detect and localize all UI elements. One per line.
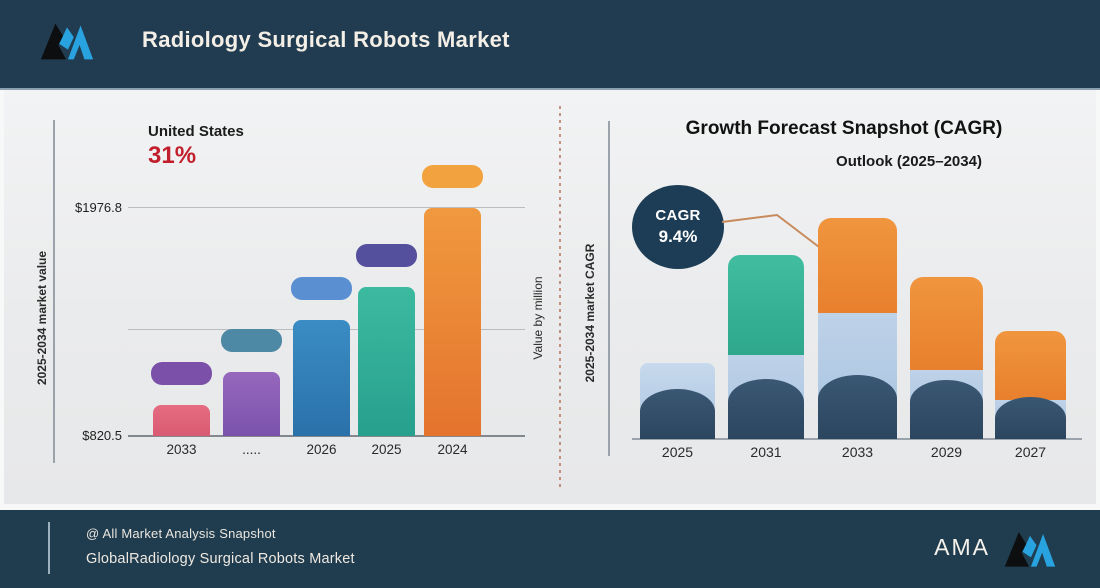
cagr-bar-segment (910, 277, 983, 370)
cagr-bar-segment (995, 397, 1066, 439)
cagr-badge: CAGR 9.4% (632, 185, 724, 269)
us-x-label-2033: 2033 (166, 442, 197, 457)
us-x-label-2026: 2026 (306, 442, 337, 457)
footer: @ All Market Analysis Snapshot GlobalRad… (0, 510, 1100, 588)
cagr-bar-2027 (995, 331, 1066, 439)
cagr-bar-2029 (910, 277, 983, 439)
header: Radiology Surgical Robots Market (0, 0, 1100, 90)
cagr-x-label-2029: 2029 (930, 444, 963, 460)
us-chart-baseline (128, 435, 525, 437)
cagr-bar-segment (728, 255, 804, 355)
us-bar-cap-2025 (356, 244, 417, 267)
cagr-bar-2033 (818, 218, 897, 439)
cagr-bar-segment (995, 331, 1066, 400)
us-bar-cap-..... (221, 329, 282, 352)
region-label: United States (148, 123, 244, 140)
us-bar-cap-2033 (151, 362, 212, 385)
us-bar-2033 (153, 405, 210, 436)
us-chart-tick-bottom: $820.5 (82, 428, 122, 443)
cagr-bar-2025 (640, 363, 715, 439)
cagr-chart-bars: 2025 2031 2033 2029 2027 (4, 90, 1096, 502)
us-x-label-2025: 2025 (371, 442, 402, 457)
cagr-badge-label: CAGR (655, 207, 701, 224)
footer-divider-bar (48, 522, 50, 574)
cagr-bar-segment (910, 380, 983, 439)
footer-brand-text: AMA (934, 534, 990, 560)
us-x-label-2024: 2024 (437, 442, 468, 457)
us-bar-2024 (424, 208, 481, 436)
us-x-label-.....: ..... (242, 442, 261, 457)
cagr-badge-value: 9.4% (658, 226, 698, 246)
us-bar-..... (223, 372, 280, 436)
cagr-chart-title: Growth Forecast Snapshot (CAGR) (685, 118, 1003, 139)
footer-source-line: @ All Market Analysis Snapshot (86, 526, 276, 541)
cagr-bar-segment (818, 375, 897, 439)
panel-divider (559, 106, 561, 488)
infographic-body: 2025-2034 market value United States 31%… (0, 90, 1100, 510)
us-bar-cap-2026 (291, 277, 352, 300)
footer-report-line: GlobalRadiology Surgical Robots Market (86, 551, 355, 567)
us-chart-y-axis (53, 120, 55, 463)
cagr-bar-segment (640, 389, 715, 439)
us-chart-gridline-top (128, 207, 525, 208)
us-chart-bars: 2033..... 2026 2025 2024 (4, 90, 560, 502)
cagr-x-label-2025: 2025 (661, 444, 694, 460)
cagr-x-label-2033: 2033 (841, 444, 874, 460)
cagr-bar-segment (818, 218, 897, 313)
us-chart-tick-top: $1976.8 (75, 200, 122, 215)
us-bar-cap-2024 (422, 165, 483, 188)
region-share-value: 31% (148, 142, 197, 169)
us-bar-2026 (293, 320, 350, 436)
us-bar-2025 (358, 287, 415, 436)
cagr-chart-subtitle: Outlook (2025–2034) (836, 153, 982, 170)
cagr-chart-y-axis (608, 121, 610, 456)
ama-logo-icon (38, 18, 96, 67)
cagr-bar-segment (728, 379, 804, 439)
cagr-x-label-2027: 2027 (1014, 444, 1047, 460)
cagr-bar-2031 (728, 255, 804, 439)
ama-logo-footer-icon (1002, 526, 1058, 575)
cagr-x-label-2031: 2031 (750, 444, 782, 460)
page-title: Radiology Surgical Robots Market (142, 27, 510, 52)
